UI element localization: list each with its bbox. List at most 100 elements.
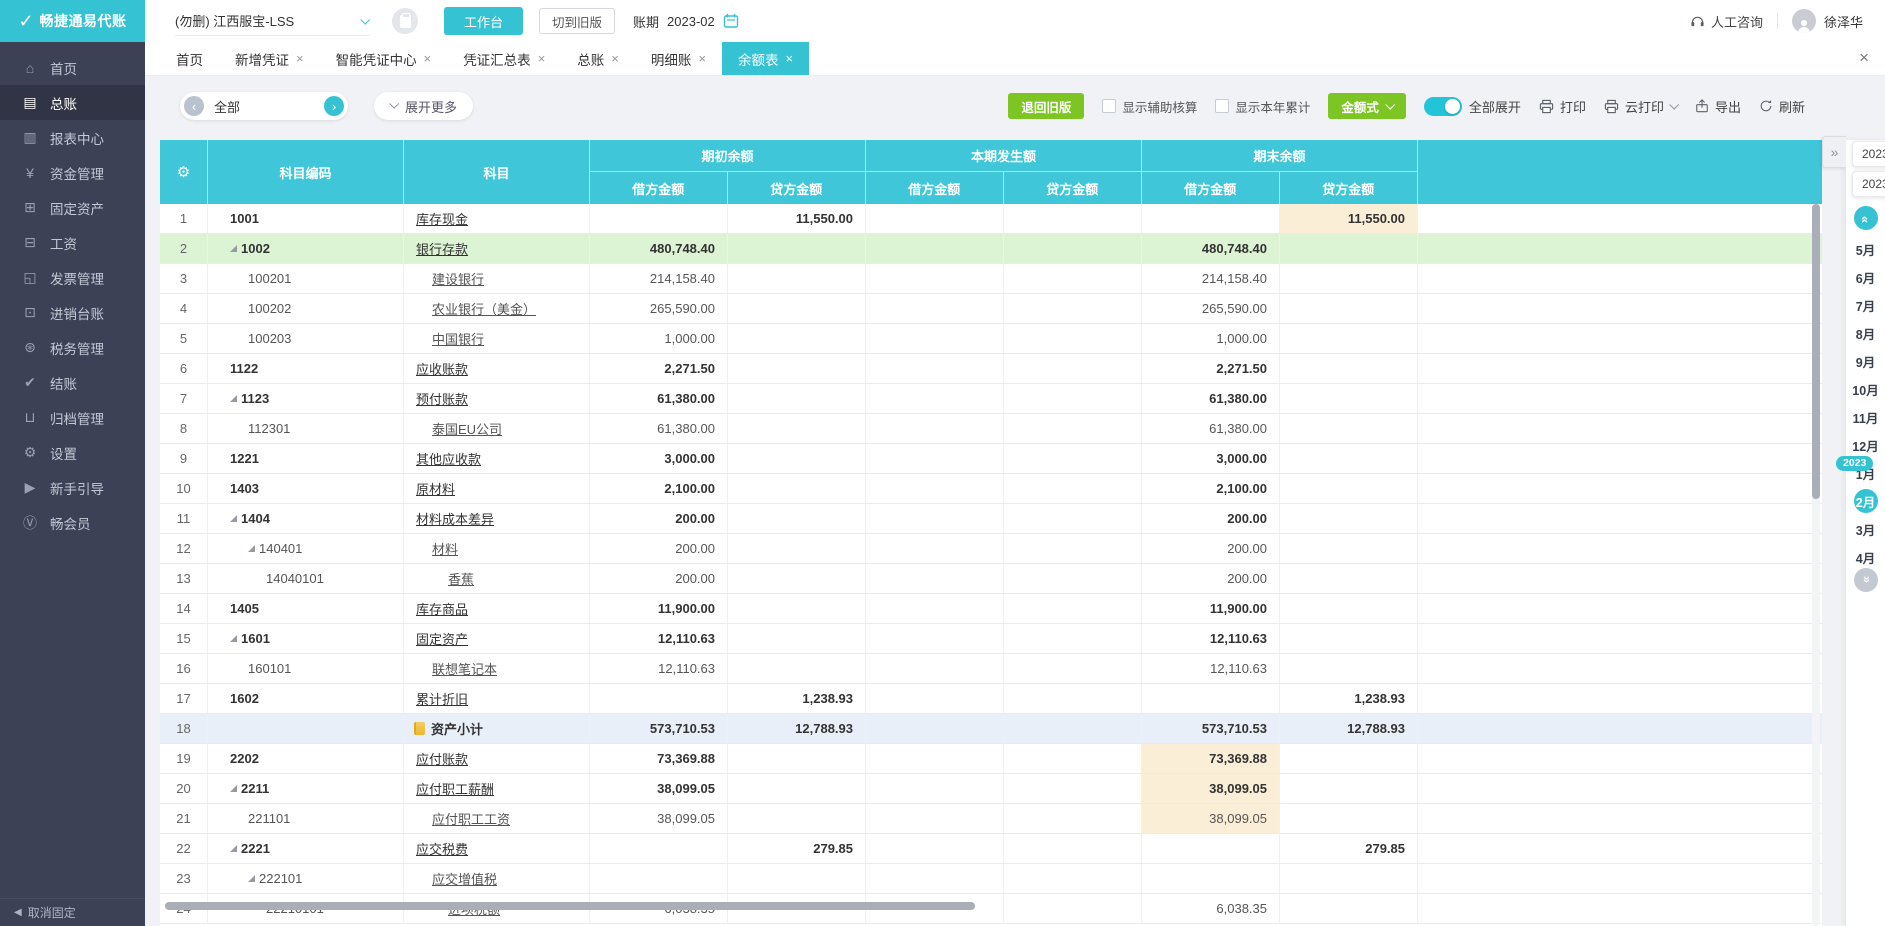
sidebar-item[interactable]: ⊞ 固定资产	[0, 190, 145, 225]
month-item[interactable]: 3月	[1846, 515, 1885, 543]
month-item[interactable]: 6月	[1846, 263, 1885, 291]
account-subject-link[interactable]: 农业银行（美金）	[432, 302, 537, 317]
account-subject-link[interactable]: 银行存款	[416, 242, 469, 257]
unpin-sidebar-button[interactable]: ◀ 取消固定	[0, 898, 145, 926]
expand-triangle-icon[interactable]	[230, 845, 237, 852]
expand-triangle-icon[interactable]	[230, 395, 237, 402]
switch-old-version-button[interactable]: 切到旧版	[539, 8, 616, 34]
account-subject-link[interactable]: 资产小计	[431, 722, 484, 737]
account-subject-link[interactable]: 累计折旧	[416, 692, 469, 707]
account-subject-link[interactable]: 材料	[432, 542, 459, 557]
export-button[interactable]: 导出	[1695, 97, 1741, 116]
month-item[interactable]: 12月	[1846, 431, 1885, 459]
months-scroll-up-button[interactable]: «	[1854, 206, 1878, 230]
tab[interactable]: 凭证汇总表 ×	[447, 42, 561, 75]
amount-style-button[interactable]: 金额式	[1328, 93, 1406, 119]
month-item[interactable]: 5月	[1846, 235, 1885, 263]
tab-close-icon[interactable]: ×	[296, 51, 304, 66]
expand-triangle-icon[interactable]	[230, 785, 237, 792]
column-settings-gear-icon[interactable]: ⚙	[160, 140, 208, 204]
show-ytd-checkbox[interactable]: 显示本年累计	[1215, 97, 1310, 116]
clipboard-icon[interactable]	[392, 8, 418, 34]
account-subject-link[interactable]: 其他应收款	[416, 452, 482, 467]
expand-triangle-icon[interactable]	[230, 635, 237, 642]
collapse-panel-button[interactable]: »	[1822, 136, 1846, 168]
sidebar-item[interactable]: ⊡ 进销台账	[0, 295, 145, 330]
tab[interactable]: 总账 ×	[561, 42, 635, 75]
sidebar-item[interactable]: ▶ 新手引导	[0, 470, 145, 505]
expand-triangle-icon[interactable]	[248, 545, 255, 552]
account-subject-link[interactable]: 香蕉	[448, 572, 475, 587]
account-subject-link[interactable]: 预付账款	[416, 392, 469, 407]
sidebar-item[interactable]: ¥ 资金管理	[0, 155, 145, 190]
account-subject-link[interactable]: 应付职工薪酬	[416, 782, 495, 797]
print-button[interactable]: 打印	[1539, 97, 1586, 116]
month-item[interactable]: 2月	[1846, 487, 1885, 515]
account-subject-link[interactable]: 泰国EU公司	[432, 422, 503, 437]
tab-close-icon[interactable]: ×	[537, 51, 546, 66]
show-aux-checkbox[interactable]: 显示辅助核算	[1102, 97, 1197, 116]
expand-triangle-icon[interactable]	[230, 515, 237, 522]
sidebar-item[interactable]: ▤ 总账	[0, 85, 145, 120]
account-subject-link[interactable]: 应收账款	[416, 362, 469, 377]
month-item[interactable]: 1月	[1846, 459, 1885, 487]
month-item[interactable]: 9月	[1846, 347, 1885, 375]
account-subject-link[interactable]: 材料成本差异	[416, 512, 495, 527]
month-item[interactable]: 4月	[1846, 543, 1885, 571]
tab[interactable]: 首页 ×	[160, 42, 219, 75]
tab[interactable]: 余额表 ×	[721, 42, 810, 75]
sidebar-item[interactable]: ⊟ 工资	[0, 225, 145, 260]
back-to-old-button[interactable]: 退回旧版	[1008, 93, 1085, 119]
tab[interactable]: 明细账 ×	[635, 42, 722, 75]
cloud-print-button[interactable]: 云打印	[1604, 97, 1680, 116]
sidebar-item[interactable]: ▥ 报表中心	[0, 120, 145, 155]
close-all-tabs-icon[interactable]: ×	[1859, 48, 1869, 67]
period-end-date-card[interactable]: 2023.0	[1852, 171, 1885, 197]
refresh-button[interactable]: 刷新	[1759, 97, 1805, 116]
account-subject-link[interactable]: 固定资产	[416, 632, 469, 647]
tab-close-icon[interactable]: ×	[698, 51, 706, 66]
calendar-icon[interactable]	[723, 13, 739, 29]
month-item[interactable]: 8月	[1846, 319, 1885, 347]
user-menu[interactable]: 徐泽华	[1791, 9, 1863, 33]
expand-triangle-icon[interactable]	[230, 245, 237, 252]
account-subject-link[interactable]: 应付账款	[416, 752, 469, 767]
account-scope-selector[interactable]: ‹ 全部 ›	[180, 92, 348, 120]
toggle-on-icon[interactable]	[1423, 96, 1462, 116]
sidebar-item[interactable]: ⚙ 设置	[0, 435, 145, 470]
sidebar-item[interactable]: ⌂ 首页	[0, 50, 145, 85]
account-subject-link[interactable]: 应交税费	[416, 842, 469, 857]
expand-triangle-icon[interactable]	[248, 875, 255, 882]
tab-close-icon[interactable]: ×	[423, 51, 432, 66]
account-subject-link[interactable]: 应付职工工资	[432, 812, 511, 827]
account-subject-link[interactable]: 库存现金	[416, 212, 469, 227]
expand-all-toggle[interactable]: 全部展开	[1423, 96, 1521, 116]
sidebar-item[interactable]: ✔ 结账	[0, 365, 145, 400]
period-start-date-card[interactable]: 2023.0	[1852, 141, 1885, 167]
account-subject-link[interactable]: 中国银行	[432, 332, 485, 347]
month-item[interactable]: 10月	[1846, 375, 1885, 403]
sidebar-item[interactable]: ◱ 发票管理	[0, 260, 145, 295]
tab[interactable]: 智能凭证中心 ×	[320, 42, 448, 75]
prev-scope-icon[interactable]: ‹	[184, 96, 204, 116]
workbench-button[interactable]: 工作台	[444, 7, 524, 35]
tab[interactable]: 新增凭证 ×	[219, 42, 320, 75]
horizontal-scrollbar-thumb[interactable]	[165, 902, 975, 910]
account-subject-link[interactable]: 应交增值税	[432, 872, 498, 887]
account-subject-link[interactable]: 联想笔记本	[432, 662, 498, 677]
month-item[interactable]: 11月	[1846, 403, 1885, 431]
sidebar-item[interactable]: ⊔ 归档管理	[0, 400, 145, 435]
vertical-scrollbar-thumb[interactable]	[1812, 204, 1820, 499]
sidebar-item[interactable]: ⊛ 税务管理	[0, 330, 145, 365]
tab-close-icon[interactable]: ×	[785, 51, 794, 66]
company-select[interactable]: (勿删) 江西服宝-LSS	[175, 6, 371, 36]
month-item[interactable]: 7月	[1846, 291, 1885, 319]
support-link[interactable]: 人工咨询	[1690, 12, 1763, 31]
tab-close-icon[interactable]: ×	[611, 51, 619, 66]
sidebar-item[interactable]: Ⓥ 畅会员	[0, 505, 145, 540]
account-subject-link[interactable]: 库存商品	[416, 602, 469, 617]
account-subject-link[interactable]: 建设银行	[432, 272, 485, 287]
account-subject-link[interactable]: 原材料	[416, 482, 456, 497]
next-scope-icon[interactable]: ›	[324, 96, 344, 116]
expand-more-button[interactable]: 展开更多	[374, 92, 474, 120]
